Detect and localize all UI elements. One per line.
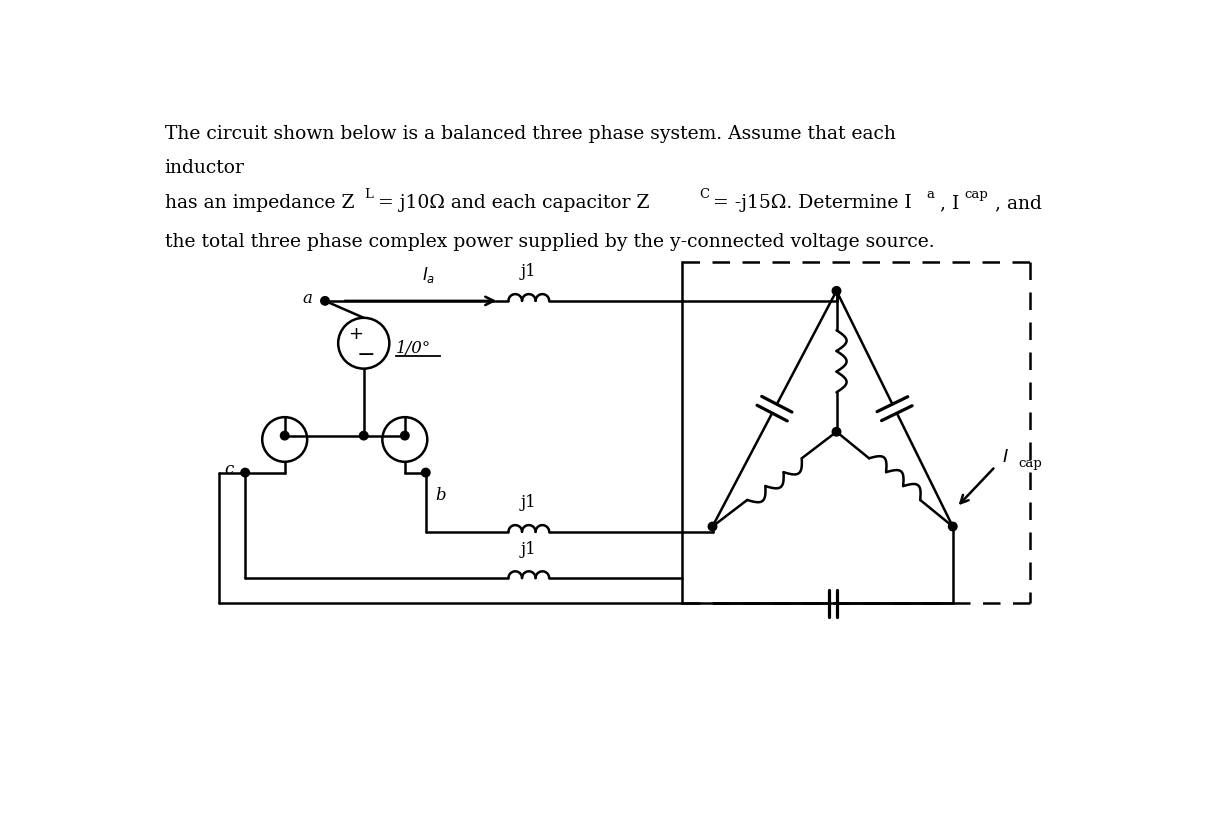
Text: = j10Ω and each capacitor Z: = j10Ω and each capacitor Z [378,194,649,212]
Text: C: C [699,188,710,201]
Text: j1: j1 [521,263,536,280]
Text: $I$: $I$ [1001,447,1009,466]
Text: cap: cap [964,188,988,201]
Text: 1/0°: 1/0° [395,339,430,356]
Circle shape [359,432,368,440]
Circle shape [241,469,249,477]
Text: , and: , and [995,194,1042,212]
Text: the total three phase complex power supplied by the y-connected voltage source.: the total three phase complex power supp… [165,232,934,251]
Text: has an impedance Z: has an impedance Z [165,194,354,212]
Text: L: L [365,188,374,201]
Text: cap: cap [1018,457,1042,470]
Text: a: a [302,289,312,306]
Text: b: b [435,487,446,504]
Circle shape [833,428,841,437]
Circle shape [422,469,430,477]
Text: −: − [357,345,376,365]
Circle shape [321,297,329,306]
Text: , I: , I [940,194,959,212]
Text: $I_a$: $I_a$ [422,265,435,284]
Text: j1: j1 [521,540,536,557]
Circle shape [709,523,717,531]
Text: The circuit shown below is a balanced three phase system. Assume that each: The circuit shown below is a balanced th… [165,125,895,142]
Text: +: + [348,325,364,343]
Text: c: c [224,461,234,478]
Text: = -j15Ω. Determine I: = -j15Ω. Determine I [713,194,912,212]
Circle shape [948,523,957,531]
Circle shape [833,287,841,296]
Text: a: a [927,188,934,201]
Text: j1: j1 [521,494,536,511]
Circle shape [281,432,289,440]
Text: inductor: inductor [165,160,245,177]
Circle shape [400,432,408,440]
